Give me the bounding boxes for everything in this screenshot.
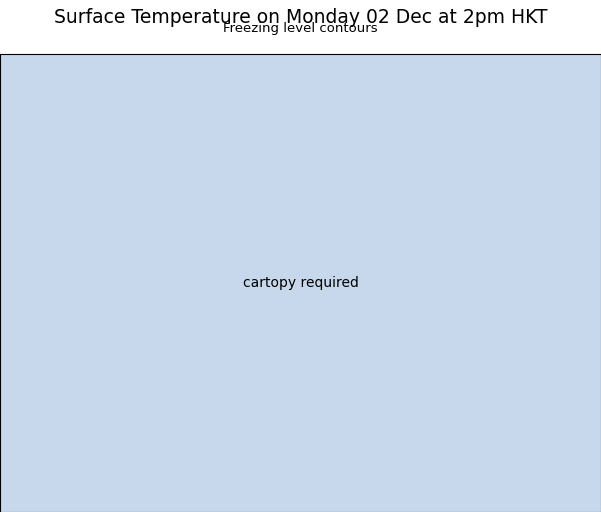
Text: cartopy required: cartopy required [243,276,358,290]
Text: Surface Temperature on Monday 02 Dec at 2pm HKT: Surface Temperature on Monday 02 Dec at … [53,8,548,27]
Text: Freezing level contours: Freezing level contours [223,22,378,34]
